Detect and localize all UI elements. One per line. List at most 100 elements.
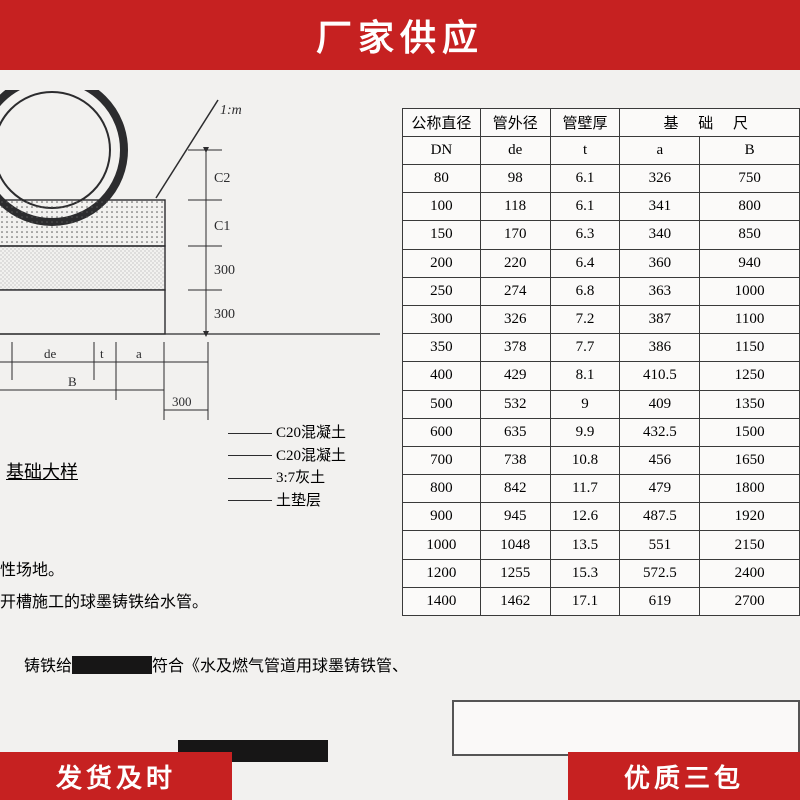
table-cell: 800 [403, 475, 481, 503]
table-cell: 1920 [700, 503, 800, 531]
table-cell: 750 [700, 165, 800, 193]
table-row: 90094512.6487.51920 [403, 503, 800, 531]
diagram-legend: C20混凝土 C20混凝土 3:7灰土 土垫层 [228, 422, 346, 512]
table-cell: 429 [480, 362, 550, 390]
table-cell: 1462 [480, 587, 550, 615]
table-cell: 1200 [403, 559, 481, 587]
note-line-2: 开槽施工的球墨铸铁给水管。 [0, 587, 408, 619]
table-cell: 500 [403, 390, 481, 418]
legend-2: 3:7灰土 [276, 467, 325, 490]
table-cell: 326 [620, 165, 700, 193]
table-cell: 350 [403, 334, 481, 362]
table-cell: 387 [620, 305, 700, 333]
table-cell: 9 [550, 390, 620, 418]
svg-text:C2: C2 [214, 171, 230, 186]
table-cell: 800 [700, 193, 800, 221]
th-wall: 管壁厚 [550, 109, 620, 137]
table-row: 1501706.3340850 [403, 221, 800, 249]
table-cell: 432.5 [620, 418, 700, 446]
table-cell: 300 [403, 305, 481, 333]
table-cell: 900 [403, 503, 481, 531]
table-cell: 1500 [700, 418, 800, 446]
svg-text:B: B [68, 374, 77, 389]
sh-dn: DN [403, 137, 481, 165]
table-row: 1400146217.16192700 [403, 587, 800, 615]
note-line-3b: 符合《水及燃气管道用球墨铸铁管、 [152, 658, 408, 675]
banner-bottom-left: 发货及时 [0, 752, 232, 800]
table-cell: 13.5 [550, 531, 620, 559]
table-cell: 738 [480, 446, 550, 474]
svg-text:C1: C1 [214, 219, 230, 234]
table-cell: 1000 [700, 277, 800, 305]
table-cell: 600 [403, 418, 481, 446]
table-cell: 6.4 [550, 249, 620, 277]
table-cell: 9.9 [550, 418, 620, 446]
table-cell: 1100 [700, 305, 800, 333]
svg-text:t: t [100, 346, 104, 361]
table-cell: 150 [403, 221, 481, 249]
table-row: 4004298.1410.51250 [403, 362, 800, 390]
table-row: 6006359.9432.51500 [403, 418, 800, 446]
table-cell: 2150 [700, 531, 800, 559]
slope-label: 1:m [220, 103, 242, 118]
table-cell: 118 [480, 193, 550, 221]
foundation-diagram: 1:m C2 [0, 90, 380, 460]
table-cell: 1250 [700, 362, 800, 390]
table-cell: 363 [620, 277, 700, 305]
banner-bottom-right: 优质三包 [568, 752, 800, 800]
sh-t: t [550, 137, 620, 165]
legend-0: C20混凝土 [276, 422, 346, 445]
table-cell: 400 [403, 362, 481, 390]
table-row: 1200125515.3572.52400 [403, 559, 800, 587]
table-cell: 8.1 [550, 362, 620, 390]
table-cell: 341 [620, 193, 700, 221]
table-cell: 6.1 [550, 165, 620, 193]
table-cell: 409 [620, 390, 700, 418]
table-cell: 572.5 [620, 559, 700, 587]
table-cell: 551 [620, 531, 700, 559]
table-cell: 386 [620, 334, 700, 362]
table-cell: 842 [480, 475, 550, 503]
table-cell: 15.3 [550, 559, 620, 587]
table-row: 2502746.83631000 [403, 277, 800, 305]
table-cell: 945 [480, 503, 550, 531]
table-cell: 2700 [700, 587, 800, 615]
svg-text:300: 300 [214, 263, 235, 278]
table-cell: 100 [403, 193, 481, 221]
table-cell: 7.7 [550, 334, 620, 362]
table-row: 1000104813.55512150 [403, 531, 800, 559]
table-cell: 10.8 [550, 446, 620, 474]
table-cell: 700 [403, 446, 481, 474]
legend-1: C20混凝土 [276, 445, 346, 468]
table-cell: 7.2 [550, 305, 620, 333]
table-cell: 6.8 [550, 277, 620, 305]
svg-text:a: a [136, 346, 142, 361]
table-cell: 850 [700, 221, 800, 249]
table-cell: 487.5 [620, 503, 700, 531]
svg-text:de: de [44, 346, 57, 361]
th-span: 基 础 尺 [620, 109, 800, 137]
th-nominal: 公称直径 [403, 109, 481, 137]
banner-top: 厂家供应 [0, 0, 800, 70]
note-line-3a: 铸铁给 [24, 658, 72, 675]
table-cell: 940 [700, 249, 800, 277]
diagram-title: 基础大样 [6, 458, 78, 484]
table-cell: 12.6 [550, 503, 620, 531]
table-row: 2002206.4360940 [403, 249, 800, 277]
table-row: 50053294091350 [403, 390, 800, 418]
table-cell: 274 [480, 277, 550, 305]
table-cell: 80 [403, 165, 481, 193]
svg-text:300: 300 [214, 307, 235, 322]
table-cell: 479 [620, 475, 700, 503]
table-cell: 1800 [700, 475, 800, 503]
table-cell: 340 [620, 221, 700, 249]
table-cell: 6.1 [550, 193, 620, 221]
table-cell: 1400 [403, 587, 481, 615]
table-cell: 200 [403, 249, 481, 277]
table-row: 80084211.74791800 [403, 475, 800, 503]
legend-3: 土垫层 [276, 490, 321, 513]
table-cell: 326 [480, 305, 550, 333]
svg-text:300: 300 [172, 394, 192, 409]
table-cell: 6.3 [550, 221, 620, 249]
table-cell: 98 [480, 165, 550, 193]
